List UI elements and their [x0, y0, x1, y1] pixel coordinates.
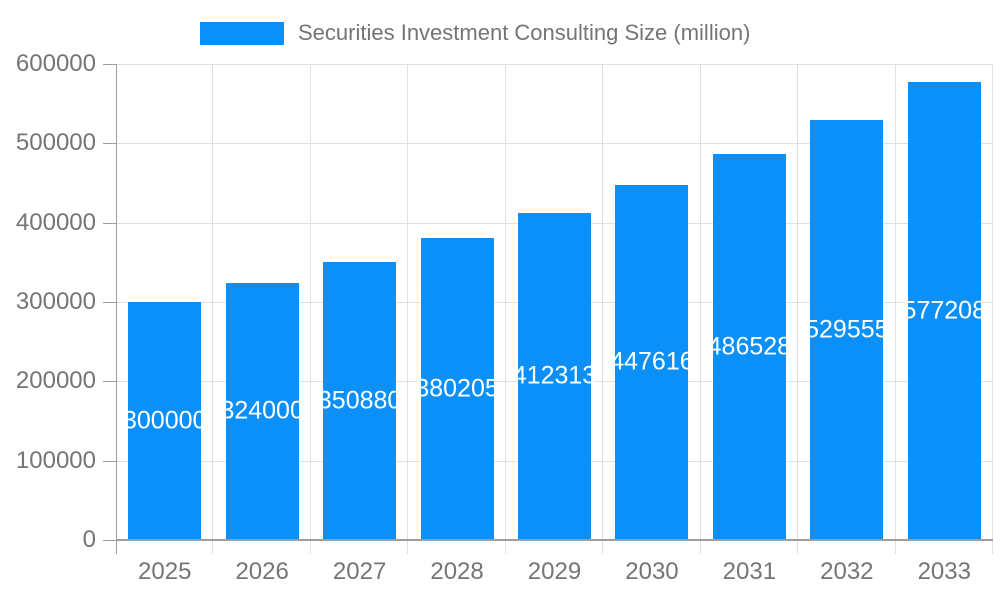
bar-value-label: 412313	[512, 361, 597, 390]
bar-value-label: 324000	[220, 396, 304, 425]
bar-value-label: 380205	[415, 374, 499, 403]
y-axis-label: 0	[82, 526, 96, 553]
x-gridline	[602, 64, 604, 540]
y-gridline	[116, 143, 993, 145]
x-axis-tick	[212, 540, 214, 554]
bar[interactable]: 412313	[513, 212, 596, 540]
bar[interactable]: 380205	[415, 238, 499, 540]
y-axis-label: 600000	[15, 50, 96, 77]
x-axis-tick	[407, 540, 409, 554]
x-gridline	[894, 64, 896, 540]
x-axis-label: 2031	[722, 558, 777, 585]
y-axis-label: 100000	[15, 446, 96, 474]
bar-value-label: 300000	[123, 406, 207, 435]
x-gridline	[309, 64, 311, 540]
y-axis-label: 500000	[15, 129, 96, 157]
x-axis-label: 2029	[527, 558, 582, 585]
x-axis-tick	[894, 540, 896, 554]
y-axis-tick	[103, 302, 116, 303]
y-axis-label: 200000	[15, 367, 96, 395]
bar-value-label: 577208	[902, 296, 986, 325]
x-gridline	[504, 64, 506, 540]
x-axis-label: 2027	[332, 558, 387, 585]
x-gridline	[699, 64, 701, 540]
x-axis-label: 2032	[820, 558, 874, 585]
bar-value-label: 486528	[707, 332, 792, 361]
x-axis-label: 2025	[138, 558, 192, 585]
y-axis-tick	[103, 64, 116, 65]
x-axis-label: 2026	[235, 558, 289, 585]
y-gridline	[116, 64, 993, 65]
bar[interactable]: 300000	[123, 302, 206, 540]
plot-area: 0 100000 200000 300000 400000 500000 600000 300…	[16, 52, 993, 585]
bar[interactable]: 486528	[708, 154, 791, 540]
x-axis-tick	[992, 540, 993, 554]
x-gridline	[797, 64, 799, 540]
y-axis-line	[116, 64, 117, 554]
x-axis-label: 2028	[430, 558, 484, 585]
bar-value-label: 447616	[610, 347, 694, 376]
x-axis-tick	[797, 540, 799, 554]
bar-value-label: 529555	[805, 315, 889, 344]
y-axis-tick	[103, 540, 116, 541]
bar[interactable]: 577208	[903, 82, 986, 540]
x-gridline	[992, 64, 993, 540]
bar[interactable]: 350880	[318, 261, 401, 540]
x-gridline	[212, 64, 214, 540]
x-gridline	[407, 64, 409, 540]
x-axis-label: 2033	[917, 558, 971, 585]
x-axis-tick	[602, 540, 604, 554]
y-axis-tick	[103, 460, 116, 462]
x-axis-label: 2030	[625, 558, 679, 585]
y-axis-tick	[103, 143, 116, 145]
bar-value-label: 350880	[317, 386, 402, 415]
bar[interactable]: 324000	[220, 282, 304, 540]
y-axis-tick	[103, 381, 116, 383]
x-axis-tick	[699, 540, 701, 554]
y-axis-label: 400000	[15, 208, 96, 236]
bar[interactable]: 529555	[805, 119, 889, 540]
legend-label: Securities Investment Consulting Size (m…	[298, 20, 751, 45]
bar[interactable]: 447616	[610, 184, 694, 540]
x-axis-tick	[504, 540, 506, 554]
x-axis-tick	[309, 540, 311, 554]
legend-swatch	[200, 21, 284, 45]
x-axis-line	[116, 539, 993, 541]
y-axis-label: 300000	[15, 288, 96, 315]
legend: Securities Investment Consulting Size (m…	[200, 20, 750, 46]
y-axis-tick	[103, 222, 116, 224]
